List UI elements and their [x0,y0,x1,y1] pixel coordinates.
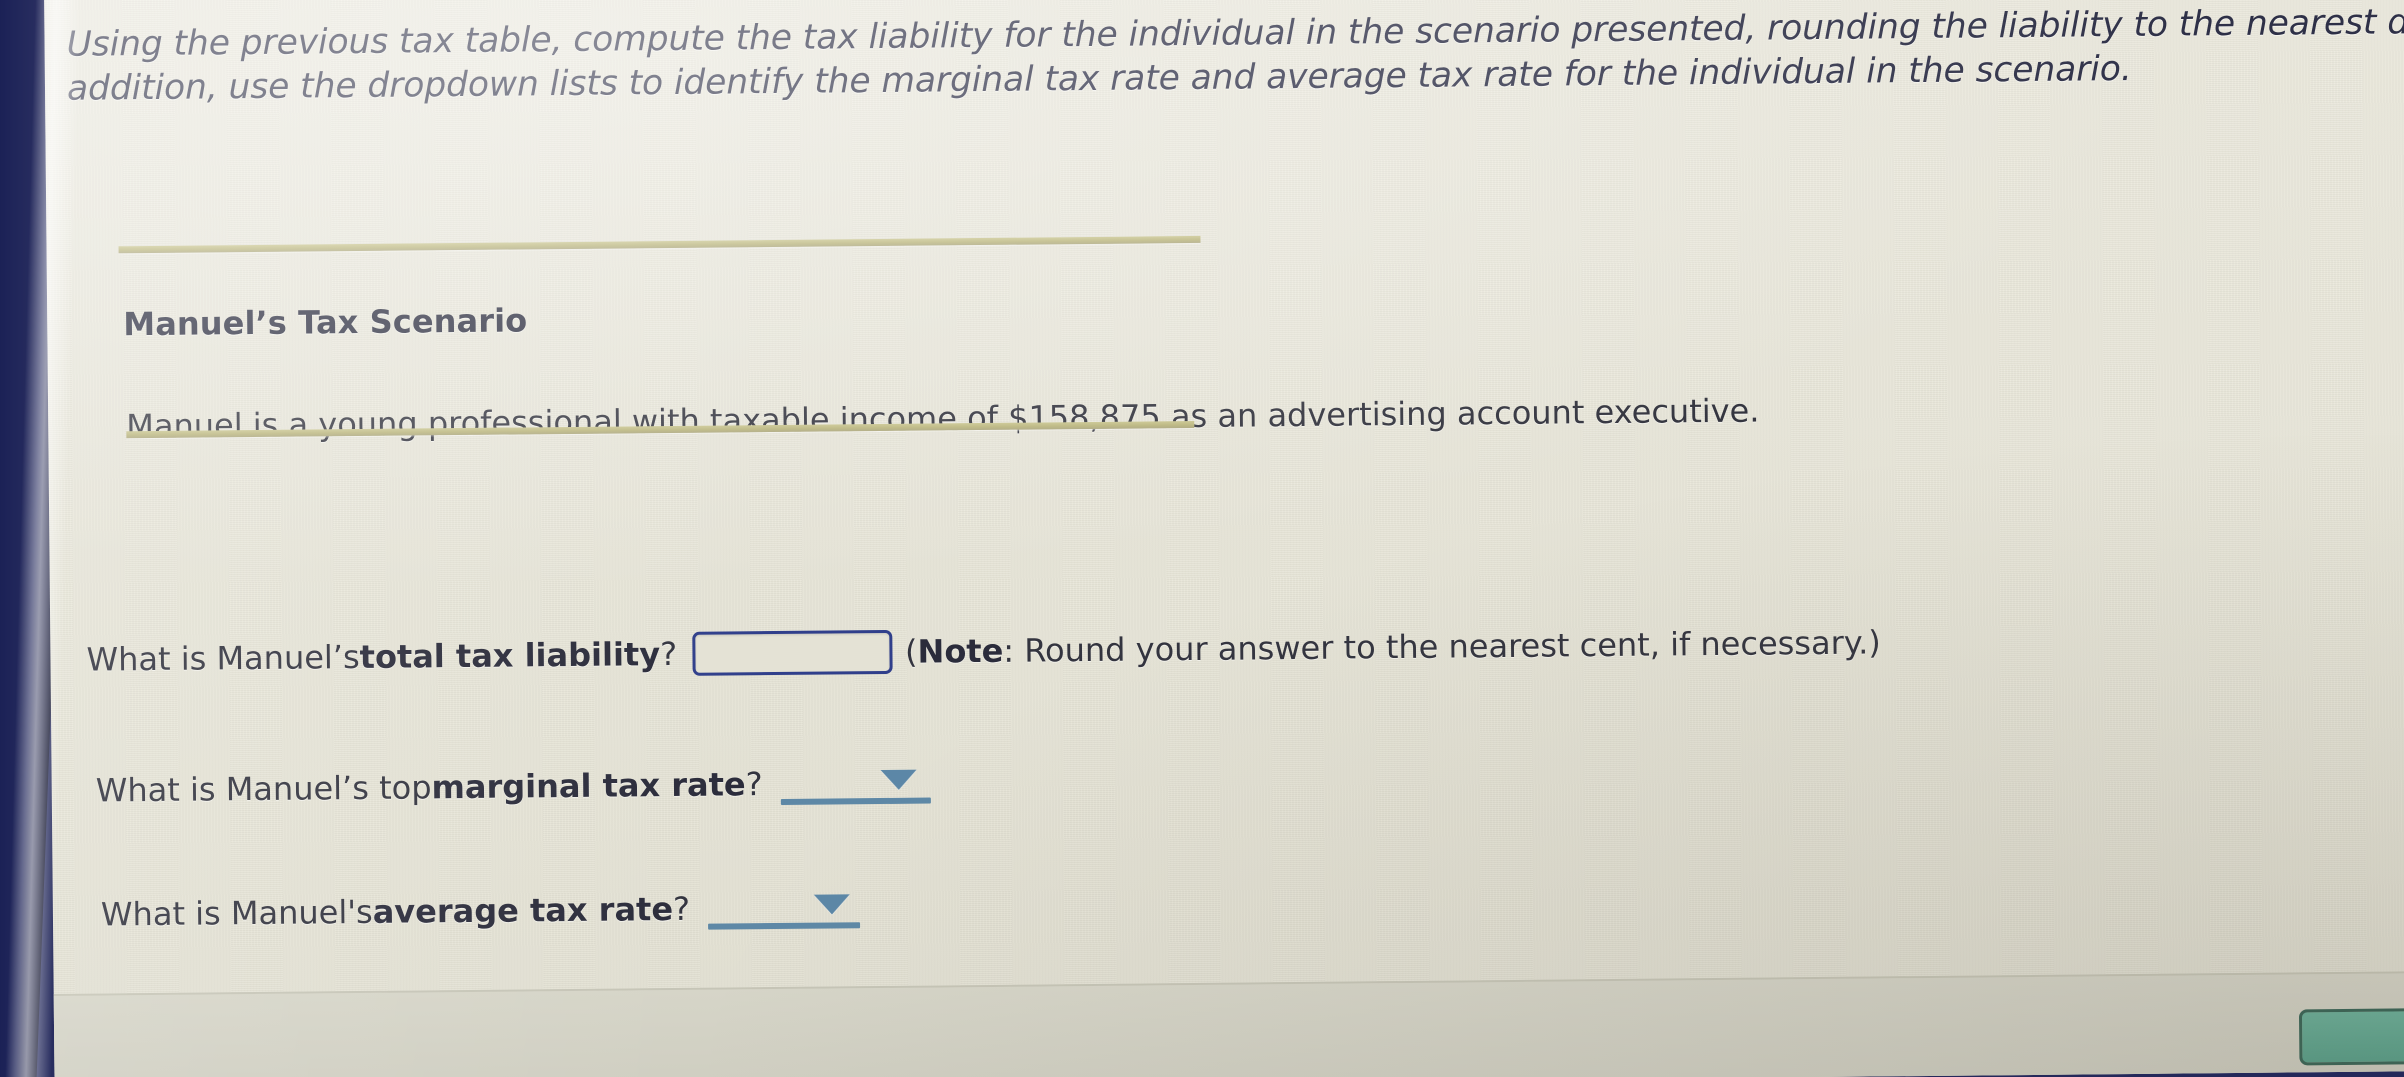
question-3-prefix: What is Manuel's [100,892,373,934]
question-marginal-tax-rate: What is Manuel’s top marginal tax rate ? [96,762,931,812]
dropdown-underline [780,797,931,805]
question-3-suffix: ? [672,889,691,929]
submit-button[interactable] [2298,1007,2404,1066]
scenario-title: Manuel’s Tax Scenario [123,301,528,344]
question-1-prefix: What is Manuel’s [86,638,360,679]
dropdown-underline [708,922,861,930]
note-open-paren: ( [904,632,918,671]
marginal-tax-rate-dropdown[interactable] [780,762,931,805]
scenario-divider-top [118,235,1201,254]
question-total-tax-liability: What is Manuel’s total tax liability ? (… [86,620,1881,681]
scenario-description: Manuel is a young professional with taxa… [126,391,1760,446]
question-2-emphasis: marginal tax rate [431,765,746,807]
footer-strip [53,970,2404,1077]
note-body: : Round your answer to the nearest cent,… [1003,623,1881,670]
note-label: Note [917,631,1004,671]
rounding-note: (Note: Round your answer to the nearest … [905,623,1881,670]
question-average-tax-rate: What is Manuel's average tax rate ? [100,886,861,935]
question-2-suffix: ? [745,765,763,804]
question-1-suffix: ? [659,634,678,674]
question-1-emphasis: total tax liability [359,635,661,677]
question-3-emphasis: average tax rate [372,890,674,931]
average-tax-rate-dropdown[interactable] [708,886,861,930]
worksheet-content: Using the previous tax table, compute th… [44,0,2404,1077]
total-tax-liability-input[interactable] [691,629,893,676]
question-2-prefix: What is Manuel’s top [95,768,432,810]
chevron-down-icon [813,894,851,915]
chevron-down-icon [880,769,917,791]
worksheet-page: Using the previous tax table, compute th… [44,0,2404,1077]
